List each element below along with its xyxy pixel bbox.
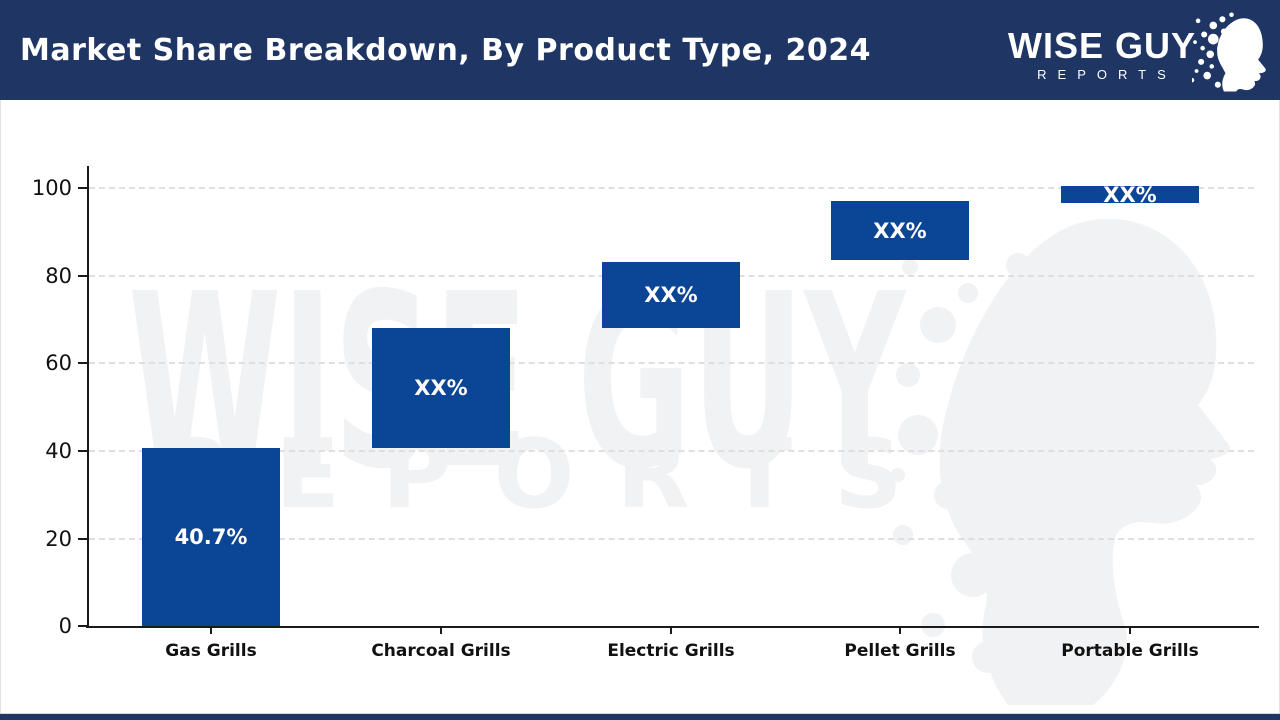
y-tick (78, 187, 88, 189)
y-tick (78, 450, 88, 452)
gridline-60 (89, 362, 1254, 364)
gridline-100 (89, 187, 1254, 189)
x-tick (899, 628, 901, 634)
y-tick-label: 20 (45, 527, 72, 551)
x-tick (440, 628, 442, 634)
gridline-20 (89, 538, 1254, 540)
logo-wiseguy-text: WISE GUY (1007, 25, 1196, 66)
wise-guy-reports-logo: WISE GUY REPORTS (1008, 8, 1268, 96)
bar-value-label: XX% (644, 283, 698, 307)
header-banner: Market Share Breakdown, By Product Type,… (0, 0, 1280, 100)
x-category-label: Gas Grills (165, 641, 257, 661)
x-tick (670, 628, 672, 634)
gridline-40 (89, 450, 1254, 452)
bar-value-label-shadow: 40.7% (174, 525, 248, 549)
x-category-label: Pellet Grills (844, 641, 956, 661)
x-category-label: Portable Grills (1061, 641, 1199, 661)
bar-charcoal-grills: XX% XX% (372, 328, 510, 448)
x-axis-line (86, 626, 1259, 628)
x-tick (210, 628, 212, 634)
page-title: Market Share Breakdown, By Product Type,… (20, 32, 871, 68)
bar-gas-grills: 40.7% 40.7% (142, 448, 280, 626)
y-tick-label: 100 (31, 176, 72, 200)
y-tick (78, 362, 88, 364)
logo-head-icon (1192, 12, 1266, 92)
x-tick (1129, 628, 1131, 634)
x-category-label: Electric Grills (607, 641, 735, 661)
y-axis-line (87, 166, 89, 627)
bar-value-label-shadow: XX% (414, 376, 468, 400)
y-tick (78, 275, 88, 277)
y-tick (78, 625, 88, 627)
x-category-label: Charcoal Grills (371, 641, 511, 661)
bar-electric-grills: XX% XX% (602, 262, 740, 328)
footer-divider (0, 713, 1280, 714)
logo-reports-text: REPORTS (1037, 67, 1177, 82)
y-tick-label: 0 (58, 614, 72, 638)
left-border (0, 100, 1, 714)
bar-value-label-shadow: XX% (1103, 182, 1157, 207)
bar-value-label-shadow: XX% (873, 218, 927, 243)
y-tick (78, 538, 88, 540)
bar-value-label: 40.7% (174, 525, 248, 549)
y-tick-label: 80 (45, 264, 72, 288)
y-tick-label: 40 (45, 439, 72, 463)
bar-value-label-shadow: XX% (644, 283, 698, 307)
bar-pellet-grills: XX% XX% (831, 201, 969, 260)
bar-value-label: XX% (873, 218, 927, 243)
bar-value-label: XX% (1103, 186, 1157, 203)
y-tick-label: 60 (45, 351, 72, 375)
bar-value-label: XX% (414, 376, 468, 400)
footer-bar (0, 714, 1280, 720)
bar-portable-grills: XX% XX% (1061, 183, 1199, 207)
